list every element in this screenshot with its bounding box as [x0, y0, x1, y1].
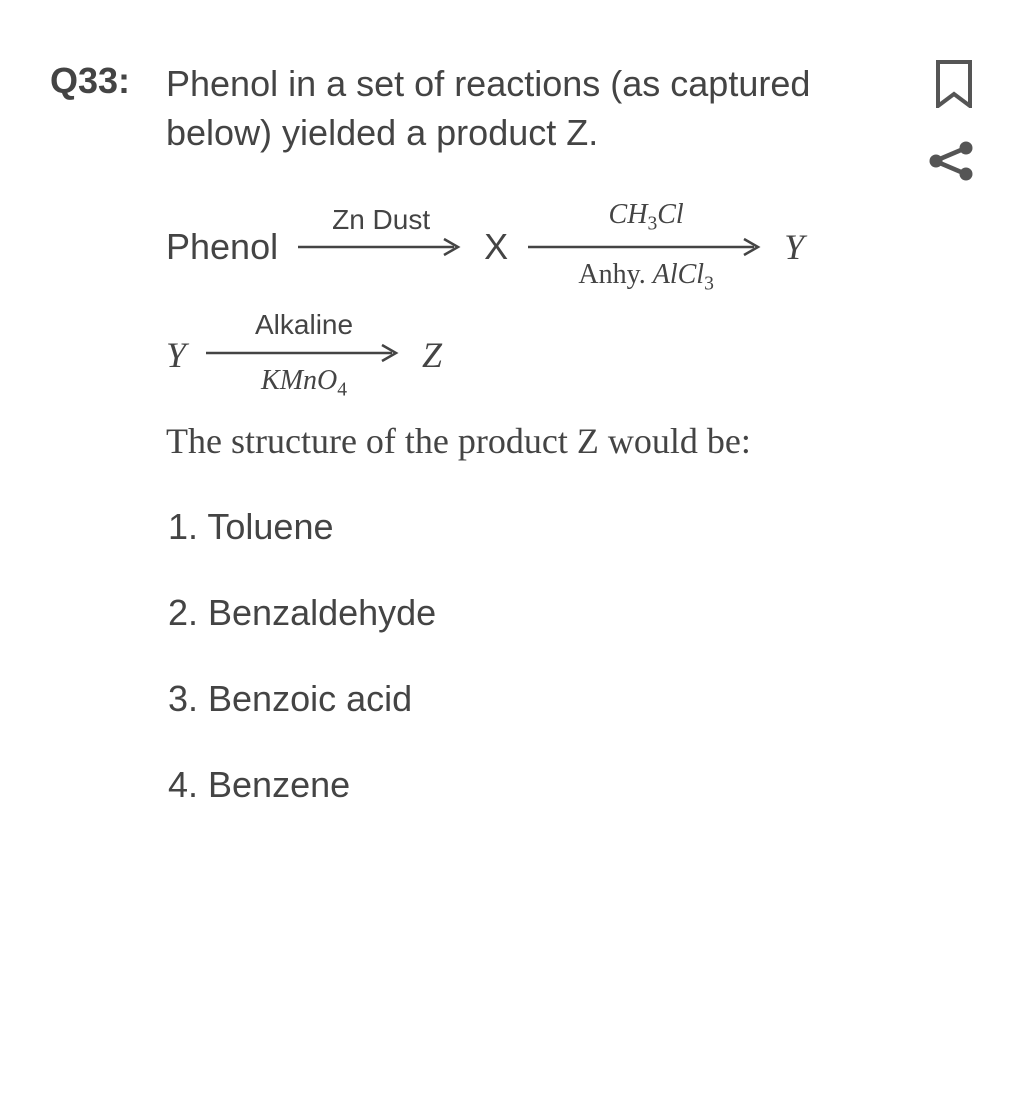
reagent-empty-1 [378, 258, 385, 292]
question-text: Phenol in a set of reactions (as capture… [166, 60, 866, 157]
share-icon[interactable] [928, 141, 974, 186]
species-x: X [484, 226, 508, 268]
species-y2: Y [166, 334, 186, 376]
reaction-arrow-3 [204, 342, 404, 364]
bookmark-icon[interactable] [934, 60, 974, 113]
species-phenol: Phenol [166, 226, 278, 268]
question-followup: The structure of the product Z would be: [166, 417, 926, 466]
question-label: Q33: [50, 60, 150, 102]
option-1[interactable]: 1. Toluene [168, 506, 974, 548]
reagent-zn-dust: Zn Dust [332, 203, 430, 237]
reagent-alcl3: Anhy. AlCl3 [578, 258, 714, 296]
options-list: 1. Toluene 2. Benzaldehyde 3. Benzoic ac… [168, 506, 974, 806]
species-z: Z [422, 334, 442, 376]
reagent-kmno4: KMnO4 [261, 364, 347, 402]
reagent-ch3cl: CH3Cl [609, 198, 684, 236]
option-4[interactable]: 4. Benzene [168, 764, 974, 806]
reagent-alkaline: Alkaline [255, 308, 353, 342]
option-2[interactable]: 2. Benzaldehyde [168, 592, 974, 634]
option-3[interactable]: 3. Benzoic acid [168, 678, 974, 720]
reaction-arrow-2 [526, 236, 766, 258]
reaction-arrow-1 [296, 236, 466, 258]
species-y: Y [784, 226, 804, 268]
reaction-scheme: Phenol Zn Dust X CH3Cl Anhy [166, 197, 974, 466]
